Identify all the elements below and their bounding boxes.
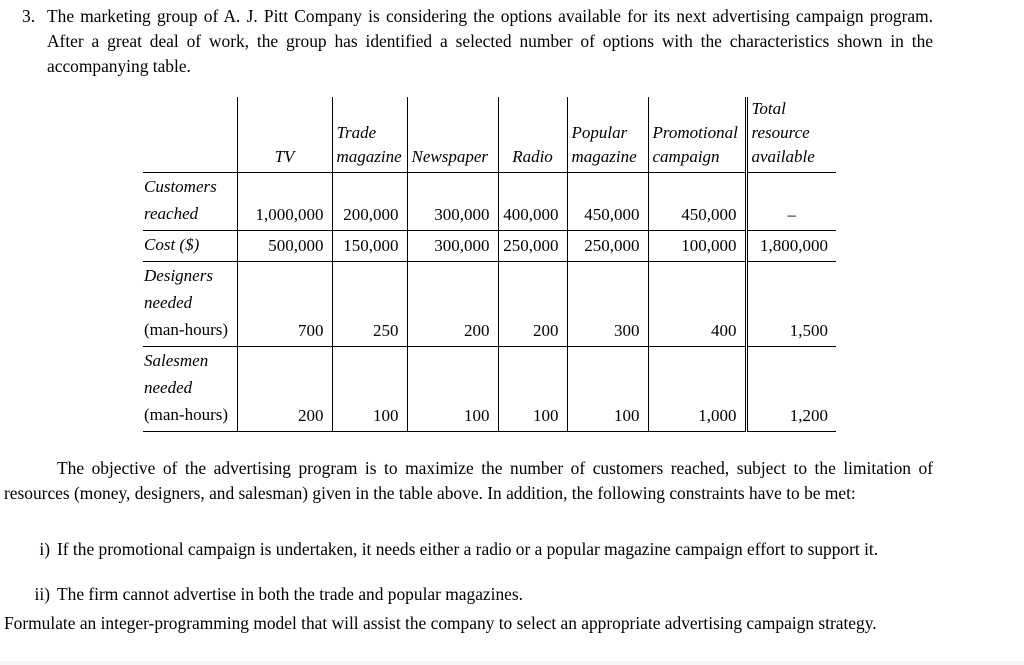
cell-salesmen-radio: 100	[498, 346, 568, 432]
cell-salesmen-promotional-campaign: 1,000	[648, 346, 746, 432]
problem-number: 3.	[22, 6, 36, 26]
row-label-text: Cost ($)	[144, 235, 200, 254]
cell-cost-tv: 500,000	[237, 230, 333, 262]
cell-salesmen-trade-magazine: 100	[332, 346, 408, 432]
constraint-ii-text: The firm cannot advertise in both the tr…	[57, 584, 523, 604]
table-row-customers-reached: Customers reached 1,000,000 200,000 300,…	[143, 172, 836, 231]
row-label-designers-needed: Designers needed (man-hours)	[143, 261, 238, 347]
cell-designers-promotional-campaign: 400	[648, 261, 746, 347]
cell-salesmen-popular-magazine: 100	[567, 346, 649, 432]
table-header-newspaper: Newspaper	[407, 97, 499, 173]
row-label-cost: Cost ($)	[143, 230, 238, 262]
table-row-cost: Cost ($) 500,000 150,000 300,000 250,000…	[143, 230, 836, 262]
constraint-item-ii: ii) The firm cannot advertise in both th…	[35, 582, 931, 607]
cell-customers-radio: 400,000	[498, 172, 568, 231]
constraint-ii-label: ii)	[34, 584, 50, 604]
cell-cost-popular-magazine: 250,000	[567, 230, 649, 262]
cell-salesmen-newspaper: 100	[407, 346, 499, 432]
table-row-designers-needed: Designers needed (man-hours) 700 250 200 …	[143, 261, 836, 347]
cell-cost-total: 1,800,000	[744, 230, 836, 262]
cell-designers-total: 1,500	[744, 261, 836, 347]
cell-salesmen-total: 1,200	[744, 346, 836, 432]
row-label-text: Customers reached	[144, 177, 217, 223]
table-header-total-resource-available: Total resource available	[744, 97, 836, 173]
table-header-empty	[143, 97, 238, 173]
cell-designers-tv: 700	[237, 261, 333, 347]
cell-customers-popular-magazine: 450,000	[567, 172, 649, 231]
cell-customers-promotional-campaign: 450,000	[648, 172, 746, 231]
table-header-row: TV Trade magazine Newspaper Radio Popula…	[143, 97, 836, 173]
page-edge-shadow	[0, 661, 1024, 665]
problem-statement: The marketing group of A. J. Pitt Compan…	[47, 6, 933, 76]
row-label-text: Salesmen needed	[144, 351, 209, 397]
table-row-salesmen-needed: Salesmen needed (man-hours) 200 100 100 1…	[143, 346, 836, 432]
objective-paragraph: The objective of the advertising program…	[4, 458, 933, 503]
row-label-salesmen-needed: Salesmen needed (man-hours)	[143, 346, 238, 432]
table-header-popular-magazine: Popular magazine	[567, 97, 649, 173]
cell-cost-radio: 250,000	[498, 230, 568, 262]
closing-paragraph: Formulate an integer-programming model t…	[4, 613, 877, 633]
cell-customers-total: –	[744, 172, 836, 231]
cell-customers-tv: 1,000,000	[237, 172, 333, 231]
cell-designers-popular-magazine: 300	[567, 261, 649, 347]
row-label-customers-reached: Customers reached	[143, 172, 238, 231]
cell-customers-trade-magazine: 200,000	[332, 172, 408, 231]
table-header-tv: TV	[237, 97, 333, 173]
options-table: TV Trade magazine Newspaper Radio Popula…	[143, 97, 836, 432]
row-label-unit: (man-hours)	[144, 320, 229, 339]
constraint-item-i: i) If the promotional campaign is undert…	[39, 537, 931, 562]
table-header-trade-magazine: Trade magazine	[332, 97, 408, 173]
cell-salesmen-tv: 200	[237, 346, 333, 432]
cell-cost-newspaper: 300,000	[407, 230, 499, 262]
row-label-unit: (man-hours)	[144, 405, 229, 424]
cell-cost-trade-magazine: 150,000	[332, 230, 408, 262]
row-label-text: Designers needed	[144, 266, 213, 312]
cell-cost-promotional-campaign: 100,000	[648, 230, 746, 262]
cell-designers-radio: 200	[498, 261, 568, 347]
table-header-promotional-campaign: Promotional campaign	[648, 97, 746, 173]
cell-designers-newspaper: 200	[407, 261, 499, 347]
constraint-i-label: i)	[39, 539, 50, 559]
cell-customers-newspaper: 300,000	[407, 172, 499, 231]
table-header-radio: Radio	[498, 97, 568, 173]
cell-designers-trade-magazine: 250	[332, 261, 408, 347]
constraint-i-text: If the promotional campaign is undertake…	[57, 539, 879, 559]
